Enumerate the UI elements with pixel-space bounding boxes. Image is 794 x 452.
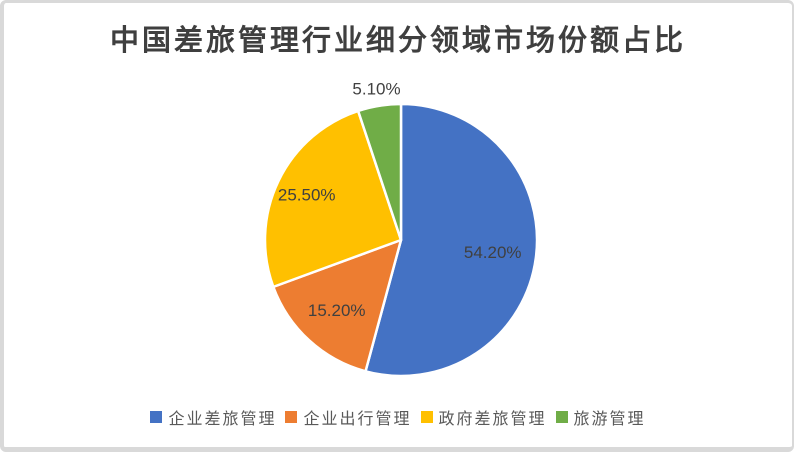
- legend-label: 企业差旅管理: [168, 411, 277, 428]
- legend-label: 企业出行管理: [303, 411, 412, 428]
- legend-swatch-icon: [285, 411, 298, 423]
- pie-slice-tourism-management[interactable]: [356, 102, 403, 242]
- legend-item-government-travel-management[interactable]: 政府差旅管理: [420, 405, 547, 429]
- legend-label: 政府差旅管理: [438, 411, 547, 428]
- pie-slice-corporate-travel-management[interactable]: [364, 102, 539, 378]
- legend-swatch-icon: [150, 411, 163, 423]
- chart-title: 中国差旅管理行业细分领域市场份额占比: [109, 25, 686, 57]
- legend-label: 旅游管理: [573, 411, 646, 428]
- pie-slice-government-travel-management[interactable]: [263, 109, 403, 289]
- legend-swatch-icon: [420, 411, 433, 423]
- legend: 企业差旅管理 企业出行管理 政府差旅管理 旅游管理: [4, 405, 792, 429]
- legend-item-corporate-mobility-management[interactable]: 企业出行管理: [285, 405, 411, 429]
- legend-item-tourism-management[interactable]: 旅游管理: [555, 405, 646, 429]
- pie-slice-corporate-mobility-management[interactable]: [272, 238, 403, 373]
- legend-item-corporate-travel-management[interactable]: 企业差旅管理: [150, 405, 276, 429]
- legend-swatch-icon: [555, 411, 568, 423]
- data-label-tourism-management: 5.10%: [352, 79, 400, 98]
- pie-chart: 54.20%15.20%25.50%5.10%: [263, 79, 539, 378]
